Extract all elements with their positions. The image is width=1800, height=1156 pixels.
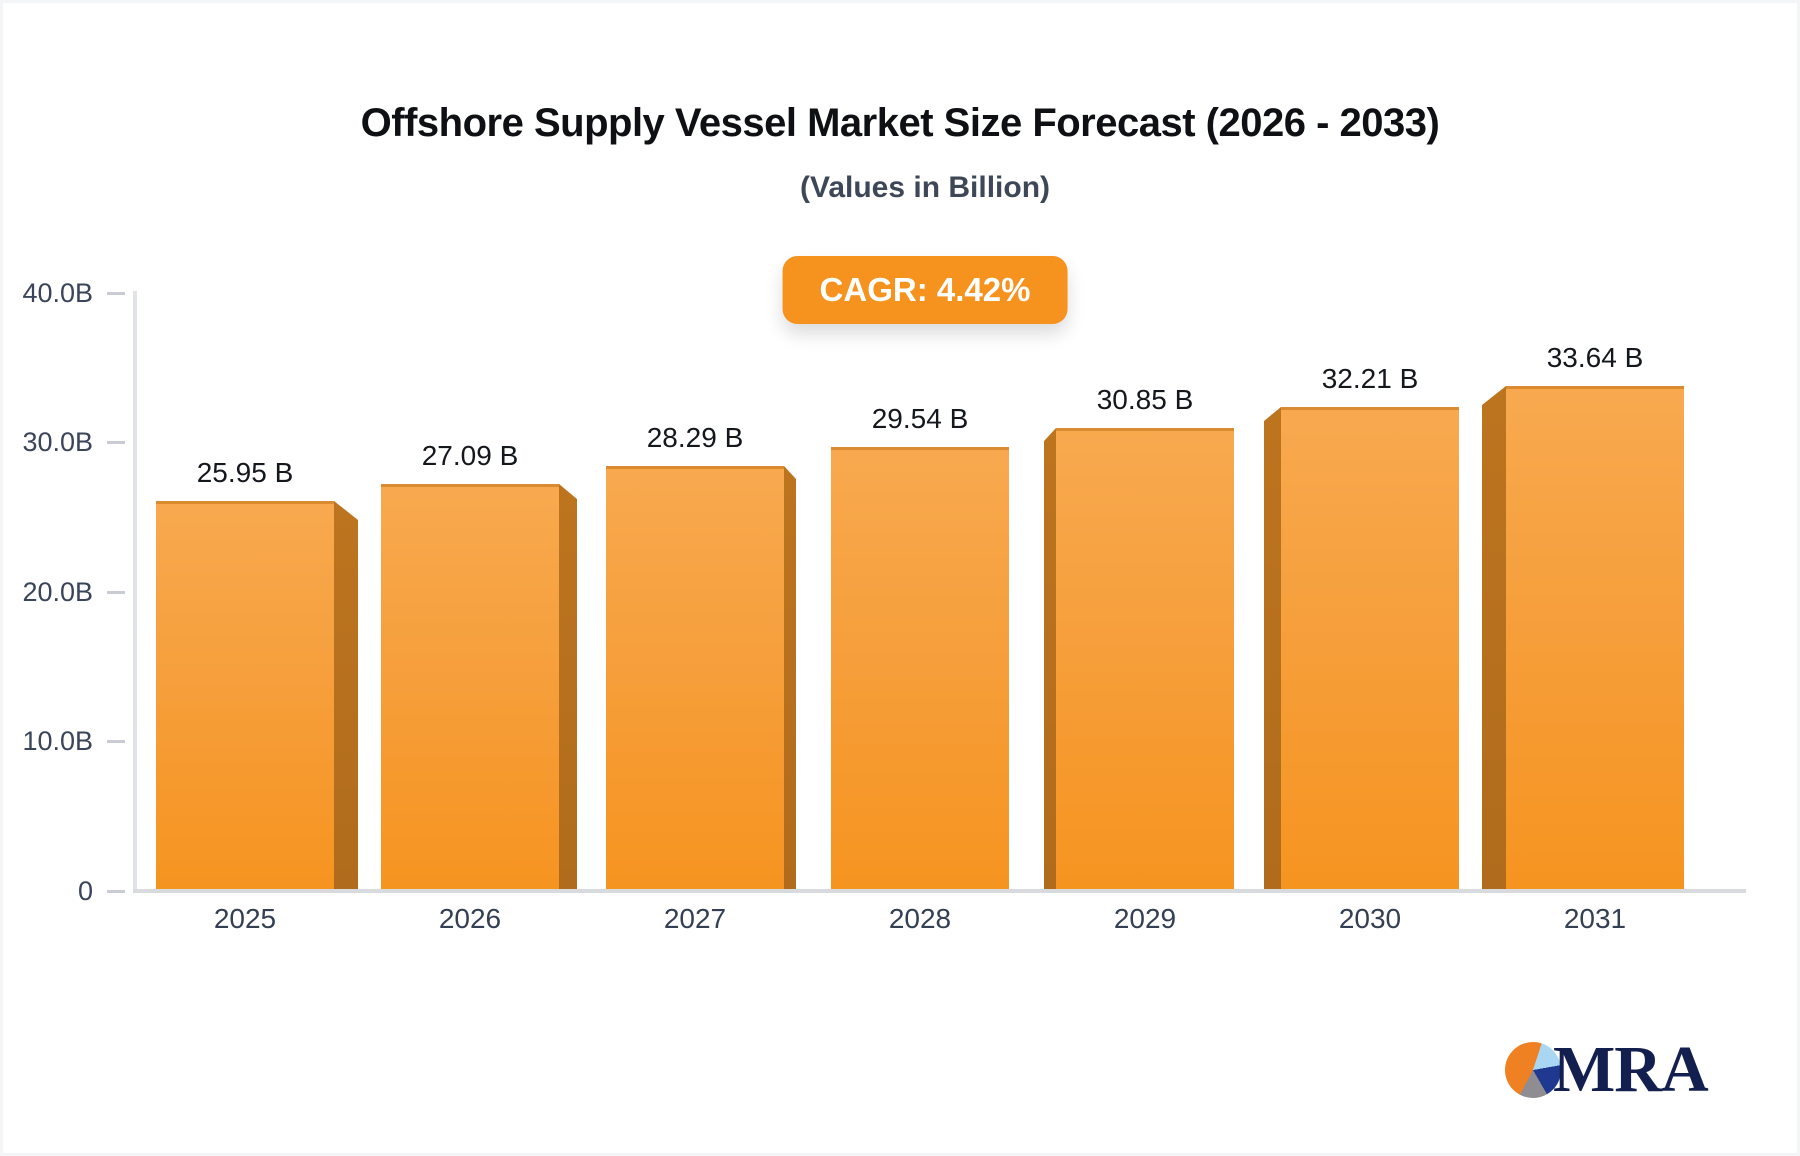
bar-face [156,501,334,889]
y-tick-label: 20.0B [22,576,93,607]
logo-text: MRA [1553,1033,1709,1106]
tick-dash [107,740,125,743]
y-tick-label: 40.0B [22,277,93,308]
tick-dash [107,889,125,893]
bar-2026[interactable]: 27.09 B [381,424,577,889]
x-axis-label-2025: 2025 [213,903,277,934]
cagr-badge: CAGR: 4.42% [782,256,1068,324]
y-tick-label: 0 [77,875,93,906]
bar-side-face [559,484,577,889]
bar-value-label: 27.09 B [421,440,519,471]
bar-2025[interactable]: 25.95 B [156,441,358,889]
y-tick-10: 10.0B [3,726,125,758]
x-axis-label-2028: 2028 [888,903,952,934]
bar-face [1506,386,1684,889]
bar-2030[interactable]: 32.21 B [1264,347,1459,889]
tick-dash [107,291,125,295]
bar-value-label: 30.85 B [1096,384,1194,415]
bar-2029[interactable]: 30.85 B [1044,368,1234,889]
x-axis-label-2030: 2030 [1338,903,1402,934]
x-axis-label-2026: 2026 [438,903,502,934]
bar-side-face [1482,386,1506,889]
chart-subtitle: (Values in Billion) [799,171,1051,204]
bar-face [381,484,559,889]
bar-face [606,466,784,889]
bar-face [1056,428,1234,889]
tick-dash [107,590,125,594]
bar-value-label: 29.54 B [871,403,969,434]
y-tick-label: 10.0B [22,726,93,756]
bar-face [831,447,1009,889]
y-tick-label: 30.0B [22,427,93,457]
chart-title: Offshore Supply Vessel Market Size Forec… [360,101,1440,145]
pie-chart-logo-icon [1505,1042,1561,1098]
bar-2031[interactable]: 33.64 B [1482,326,1684,889]
tick-dash [107,441,125,444]
bar-value-label: 25.95 B [196,457,294,488]
bar-side-face [1044,428,1056,889]
y-axis-line [133,291,137,893]
y-tick-20: 20.0B [3,576,125,608]
bar-2027[interactable]: 28.29 B [606,406,796,889]
bar-2028[interactable]: 29.54 B [831,387,1009,889]
bar-value-label: 32.21 B [1321,363,1419,394]
bar-side-face [1264,407,1281,889]
bar-value-label: 33.64 B [1546,342,1644,373]
y-tick-30: 30.0B [3,427,125,459]
y-tick-0: 0 [3,875,125,907]
x-axis-baseline [133,889,1746,893]
y-tick-40: 40.0B [3,277,125,309]
mra-logo: MRA [1505,1037,1709,1103]
bar-value-label: 28.29 B [646,422,744,453]
bar-side-face [784,466,796,889]
bar-face [1281,407,1459,889]
x-axis-label-2031: 2031 [1563,903,1627,934]
x-axis-label-2027: 2027 [663,903,727,934]
x-axis-label-2029: 2029 [1113,903,1177,934]
bar-side-face [334,501,358,889]
